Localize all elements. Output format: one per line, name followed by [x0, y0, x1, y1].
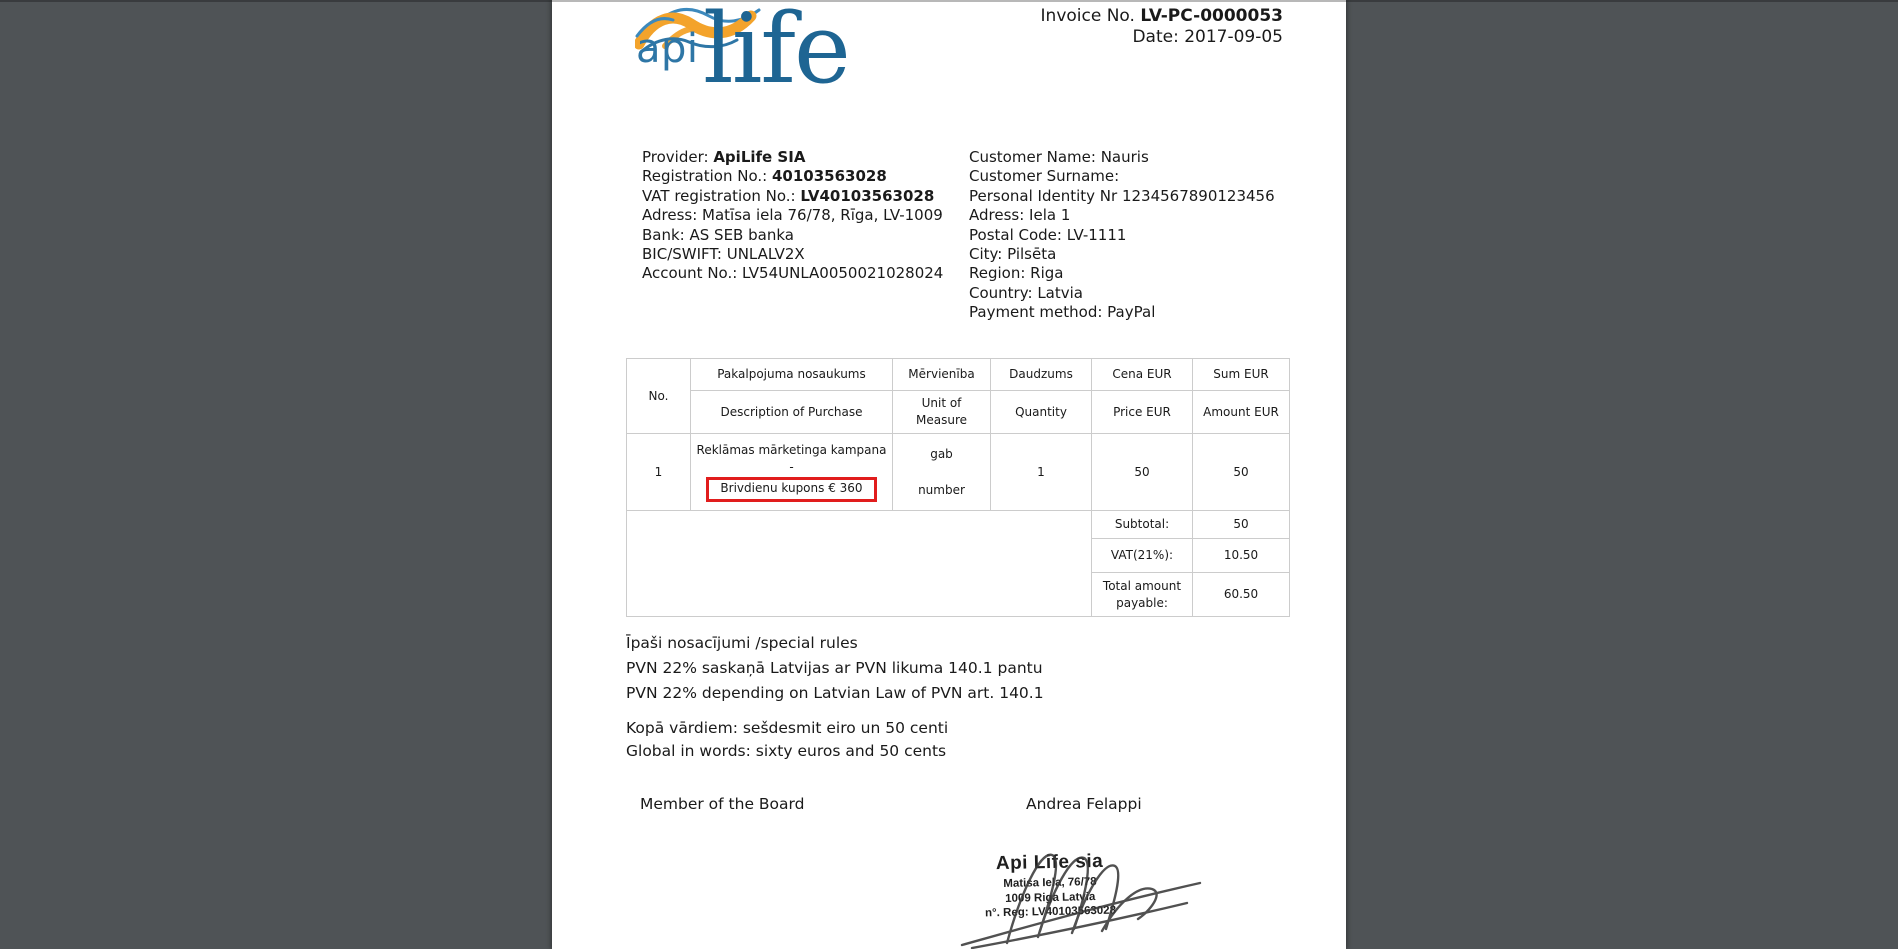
col-header-amount-en: Amount EUR	[1192, 390, 1290, 434]
customer-line: City: Pilsēta	[969, 245, 1057, 264]
amount-in-words-line: Kopā vārdiem: sešdesmit eiro un 50 centi	[626, 719, 949, 737]
provider-line: Adress: Matīsa iela 76/78, Rīga, LV-1009	[642, 206, 943, 225]
provider-line: Provider: ApiLife SIA	[642, 148, 806, 166]
provider-info: Provider: ApiLife SIA Registration No.: …	[642, 148, 943, 284]
customer-line: Postal Code: LV-1111	[969, 225, 1127, 244]
board-member-title: Member of the Board	[640, 795, 805, 813]
special-rules-line: PVN 22% saskaņā Latvijas ar PVN likuma 1…	[626, 659, 1043, 677]
unit-gap	[897, 463, 986, 482]
customer-info: Customer Name: Nauris Customer Surname: …	[969, 148, 1275, 323]
provider-line: Bank: AS SEB banka	[642, 225, 794, 244]
customer-line: Personal Identity Nr 1234567890123456	[969, 186, 1275, 205]
logo-text-api: api	[636, 26, 699, 72]
window-top-edge	[0, 0, 1898, 2]
col-header-description-en: Description of Purchase	[690, 390, 893, 434]
invoice-page: api life Invoice No. LV-PC-0000053 Date:…	[552, 0, 1346, 949]
customer-line: Adress: Iela 1	[969, 206, 1071, 225]
invoice-date-line: Date: 2017-09-05	[1132, 27, 1283, 47]
col-header-qty-lv: Daudzums	[990, 358, 1092, 391]
total-label: Total amount payable:	[1091, 572, 1193, 617]
special-rules-line: Īpaši nosacījumi /special rules	[626, 634, 858, 652]
item-price: 50	[1091, 433, 1193, 511]
item-no: 1	[626, 433, 691, 511]
special-rules-line: PVN 22% depending on Latvian Law of PVN …	[626, 684, 1044, 702]
customer-line: Payment method: PayPal	[969, 303, 1156, 322]
col-header-no: No.	[626, 358, 691, 434]
provider-line: BIC/SWIFT: UNLALV2X	[642, 245, 805, 264]
highlight-box: Brivdienu kupons € 360	[706, 476, 877, 502]
company-logo: api life	[552, 0, 872, 105]
customer-line: Country: Latvia	[969, 283, 1083, 302]
provider-line: Account No.: LV54UNLA0050021028024	[642, 264, 944, 283]
item-quantity: 1	[990, 433, 1092, 511]
item-description: Reklāmas mārketinga kampana - Brivdienu …	[690, 433, 893, 511]
items-table: No. Pakalpojuma nosaukums Mērvienība Dau…	[626, 358, 1290, 617]
col-header-unit-lv: Mērvienība	[892, 358, 991, 391]
logo-text-life: life	[703, 0, 851, 105]
col-header-service-lv: Pakalpojuma nosaukums	[690, 358, 893, 391]
col-header-sum-lv: Sum EUR	[1192, 358, 1290, 391]
item-description-line1: Reklāmas mārketinga kampana -	[696, 443, 887, 475]
signature-scribble-icon	[960, 853, 1202, 949]
provider-line: VAT registration No.: LV40103563028	[642, 186, 935, 205]
customer-line: Customer Surname:	[969, 167, 1120, 186]
item-sum: 50	[1192, 433, 1290, 511]
total-value: 60.50	[1192, 572, 1290, 617]
amount-in-words-line: Global in words: sixty euros and 50 cent…	[626, 742, 947, 760]
invoice-number-value: LV-PC-0000053	[1140, 6, 1283, 26]
customer-line: Customer Name: Nauris	[969, 148, 1149, 166]
col-header-quantity-en: Quantity	[990, 390, 1092, 434]
special-rules: Īpaši nosacījumi /special rules PVN 22% …	[626, 631, 1044, 706]
col-header-price-en: Price EUR	[1091, 390, 1193, 434]
vat-label: VAT(21%):	[1091, 538, 1193, 573]
logo-waves-icon	[635, 8, 761, 54]
col-header-price-lv: Cena EUR	[1091, 358, 1193, 391]
provider-line: Registration No.: 40103563028	[642, 167, 887, 186]
customer-line: Region: Riga	[969, 264, 1064, 283]
invoice-number-line: Invoice No. LV-PC-0000053	[1041, 6, 1283, 27]
vat-value: 10.50	[1192, 538, 1290, 573]
item-unit: gab number	[892, 433, 991, 511]
subtotal-value: 50	[1192, 510, 1290, 539]
invoice-meta: Invoice No. LV-PC-0000053 Date: 2017-09-…	[1041, 6, 1283, 48]
invoice-number-label: Invoice No.	[1040, 6, 1141, 26]
signer-name: Andrea Felappi	[1026, 795, 1142, 813]
amount-in-words: Kopā vārdiem: sešdesmit eiro un 50 centi…	[626, 717, 948, 763]
subtotal-label: Subtotal:	[1091, 510, 1193, 539]
item-row: 1 Reklāmas mārketinga kampana - Brivdien…	[626, 433, 1290, 511]
col-header-unit-en: Unit of Measure	[892, 390, 991, 434]
footer-empty-cell	[626, 510, 1092, 617]
